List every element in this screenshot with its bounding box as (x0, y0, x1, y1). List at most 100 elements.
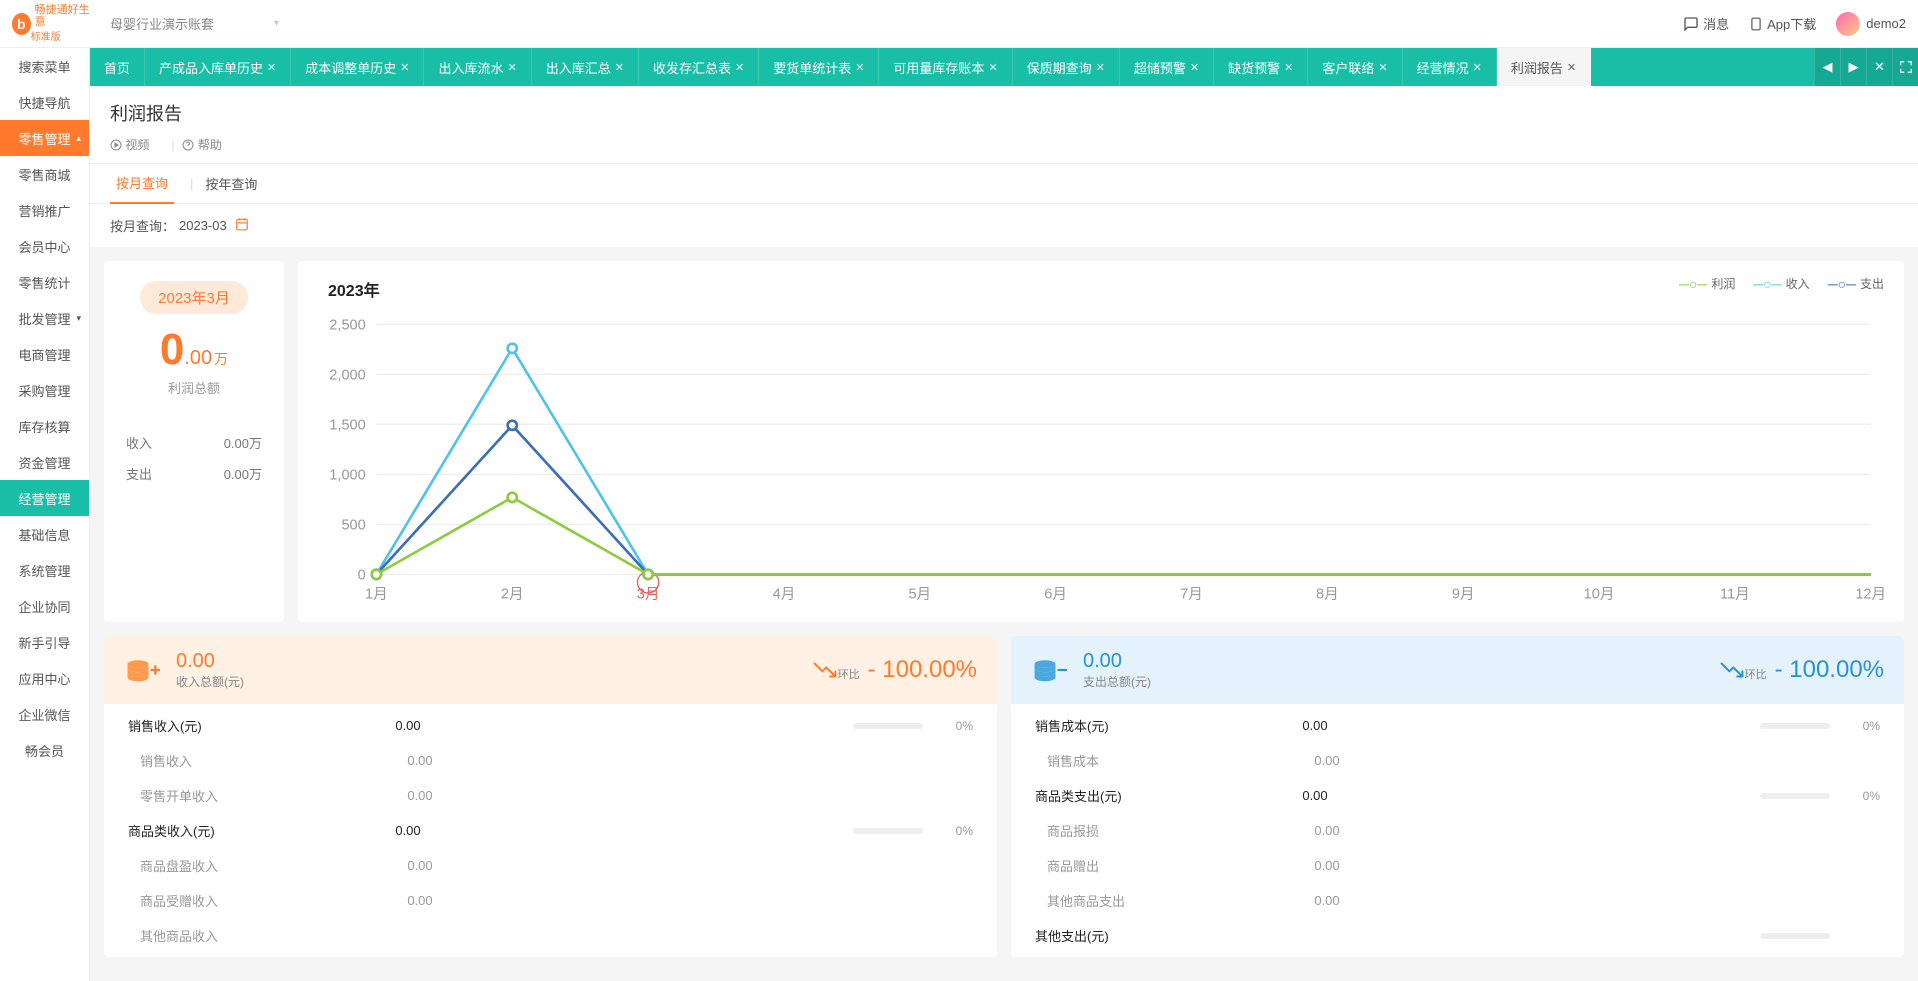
summary-card: 2023年3月 0.00万 利润总额 收入0.00万 支出0.00万 (104, 261, 284, 622)
tab-scroll-right-button[interactable]: ▶ (1840, 48, 1866, 86)
sidebar-item[interactable]: 零售商城 (0, 156, 89, 192)
app-download-button[interactable]: App下载 (1749, 14, 1816, 33)
period-pill: 2023年3月 (140, 281, 248, 314)
close-icon[interactable]: ✕ (1473, 61, 1482, 74)
sidebar-item[interactable]: 采购管理 (0, 372, 89, 408)
query-tab-year[interactable]: 按年查询 (199, 164, 263, 203)
expense-rows: 销售成本(元)0.000%销售成本0.00商品类支出(元)0.000%商品报损0… (1011, 704, 1904, 957)
help-link[interactable]: 帮助 (182, 136, 221, 153)
sidebar-item[interactable]: 零售统计 (0, 264, 89, 300)
sidebar-item[interactable]: 电商管理 (0, 336, 89, 372)
row-value: 0.00 (1267, 858, 1387, 873)
sidebar-item[interactable]: 基础信息 (0, 516, 89, 552)
row-percent: 0% (1830, 719, 1880, 733)
close-icon[interactable]: ✕ (1567, 61, 1576, 74)
svg-text:1,000: 1,000 (329, 468, 365, 484)
tab-label: 经营情况 (1417, 58, 1469, 77)
messages-button[interactable]: 消息 (1683, 14, 1729, 33)
tab[interactable]: 产成品入库单历史✕ (145, 48, 291, 86)
svg-text:12月: 12月 (1855, 586, 1884, 602)
tab-label: 超储预警 (1134, 58, 1186, 77)
row-name: 商品类支出(元) (1035, 786, 1255, 805)
expense-panel-header: 0.00 支出总额(元) 环比 - 100.00% (1011, 636, 1904, 704)
close-icon[interactable]: ✕ (400, 61, 409, 74)
tab[interactable]: 首页 (90, 48, 145, 86)
row-name: 商品报损 (1047, 821, 1267, 840)
tab[interactable]: 利润报告✕ (1497, 48, 1591, 86)
sidebar-item[interactable]: 资金管理 (0, 444, 89, 480)
tab-scroll-left-button[interactable]: ◀ (1814, 48, 1840, 86)
close-icon[interactable]: ✕ (267, 61, 276, 74)
tab-label: 成本调整单历史 (305, 58, 396, 77)
help-icon (182, 139, 194, 151)
close-icon[interactable]: ✕ (508, 61, 517, 74)
close-icon[interactable]: ✕ (1190, 61, 1199, 74)
row-value: 0.00 (1267, 823, 1387, 838)
close-icon[interactable]: ✕ (988, 61, 997, 74)
close-icon[interactable]: ✕ (1378, 61, 1387, 74)
sidebar-item[interactable]: 新手引导 (0, 624, 89, 660)
sidebar-item[interactable]: 经营管理 (0, 480, 89, 516)
close-icon[interactable]: ✕ (1096, 61, 1105, 74)
tab[interactable]: 客户联络✕ (1308, 48, 1402, 86)
tab-label: 要货单统计表 (773, 58, 851, 77)
detail-row: 其他商品收入 (104, 918, 997, 953)
account-selector[interactable]: 母婴行业演示账套 ▾ (110, 14, 279, 33)
income-rows: 销售收入(元)0.000%销售收入0.00零售开单收入0.00商品类收入(元)0… (104, 704, 997, 957)
row-value: 0.00 (360, 753, 480, 768)
svg-text:1,500: 1,500 (329, 418, 365, 434)
tab[interactable]: 成本调整单历史 ✕ (291, 48, 424, 86)
tab[interactable]: 收发存汇总表 ✕ (639, 48, 759, 86)
sidebar-item[interactable]: 营销推广 (0, 192, 89, 228)
tab[interactable]: 可用量库存账本✕ (879, 48, 1012, 86)
close-icon[interactable]: ✕ (855, 61, 864, 74)
close-icon[interactable]: ✕ (735, 61, 744, 74)
sidebar-item[interactable]: 畅会员 (0, 732, 89, 768)
tab-label: 首页 (104, 58, 130, 77)
progress-bar (1760, 793, 1830, 799)
tab[interactable]: 出入库流水✕ (424, 48, 531, 86)
row-name: 零售开单收入 (140, 786, 360, 805)
topbar: b 畅捷通好生意 标准版 母婴行业演示账套 ▾ 消息 App下载 demo2 (0, 0, 1918, 48)
app-download-label: App下载 (1767, 14, 1816, 33)
tab[interactable]: 缺货预警✕ (1214, 48, 1308, 86)
profit-label: 利润总额 (120, 378, 268, 397)
tab[interactable]: 超储预警 ✕ (1120, 48, 1214, 86)
sidebar-item[interactable]: 应用中心 (0, 660, 89, 696)
page-scroll[interactable]: 利润报告 视频 | 帮助 按月查询 (90, 86, 1918, 981)
query-tab-month[interactable]: 按月查询 (110, 163, 174, 204)
sidebar-item[interactable]: 会员中心 (0, 228, 89, 264)
sidebar-item[interactable]: 企业微信 (0, 696, 89, 732)
row-value: 0.00 (360, 788, 480, 803)
tab[interactable]: 保质期查询✕ (1013, 48, 1120, 86)
sidebar-item[interactable]: 搜索菜单 (0, 48, 89, 84)
close-icon[interactable]: ✕ (615, 61, 624, 74)
sidebar-item[interactable]: 快捷导航 (0, 84, 89, 120)
row-value: 0.00 (360, 858, 480, 873)
calendar-button[interactable] (235, 217, 249, 234)
svg-text:7月: 7月 (1180, 586, 1203, 602)
svg-text:5月: 5月 (908, 586, 931, 602)
svg-text:10月: 10月 (1584, 586, 1615, 602)
summary-expense-row: 支出0.00万 (120, 458, 268, 489)
sidebar-item[interactable]: 库存核算 (0, 408, 89, 444)
tab-label: 收发存汇总表 (653, 58, 731, 77)
progress-bar (1760, 723, 1830, 729)
sidebar-item[interactable]: 企业协同 (0, 588, 89, 624)
fullscreen-button[interactable] (1892, 48, 1918, 86)
video-link[interactable]: 视频 (110, 136, 149, 153)
close-icon[interactable]: ✕ (1284, 61, 1293, 74)
row-value: 0.00 (1267, 753, 1387, 768)
expense-trend-value: - 100.00% (1775, 656, 1884, 684)
sidebar-item[interactable]: 批发管理▾ (0, 300, 89, 336)
sidebar-item[interactable]: 零售管理▴ (0, 120, 89, 156)
tab[interactable]: 出入库汇总✕ (532, 48, 639, 86)
sidebar-item[interactable]: 系统管理 (0, 552, 89, 588)
user-menu[interactable]: demo2 (1836, 12, 1906, 36)
tab[interactable]: 经营情况 ✕ (1403, 48, 1497, 86)
tab-close-all-button[interactable]: ✕ (1866, 48, 1892, 86)
tab[interactable]: 要货单统计表 ✕ (759, 48, 879, 86)
row-name: 商品赠出 (1047, 856, 1267, 875)
legend-income: ─○─收入 (1753, 275, 1809, 292)
logo: b 畅捷通好生意 标准版 (12, 4, 90, 43)
